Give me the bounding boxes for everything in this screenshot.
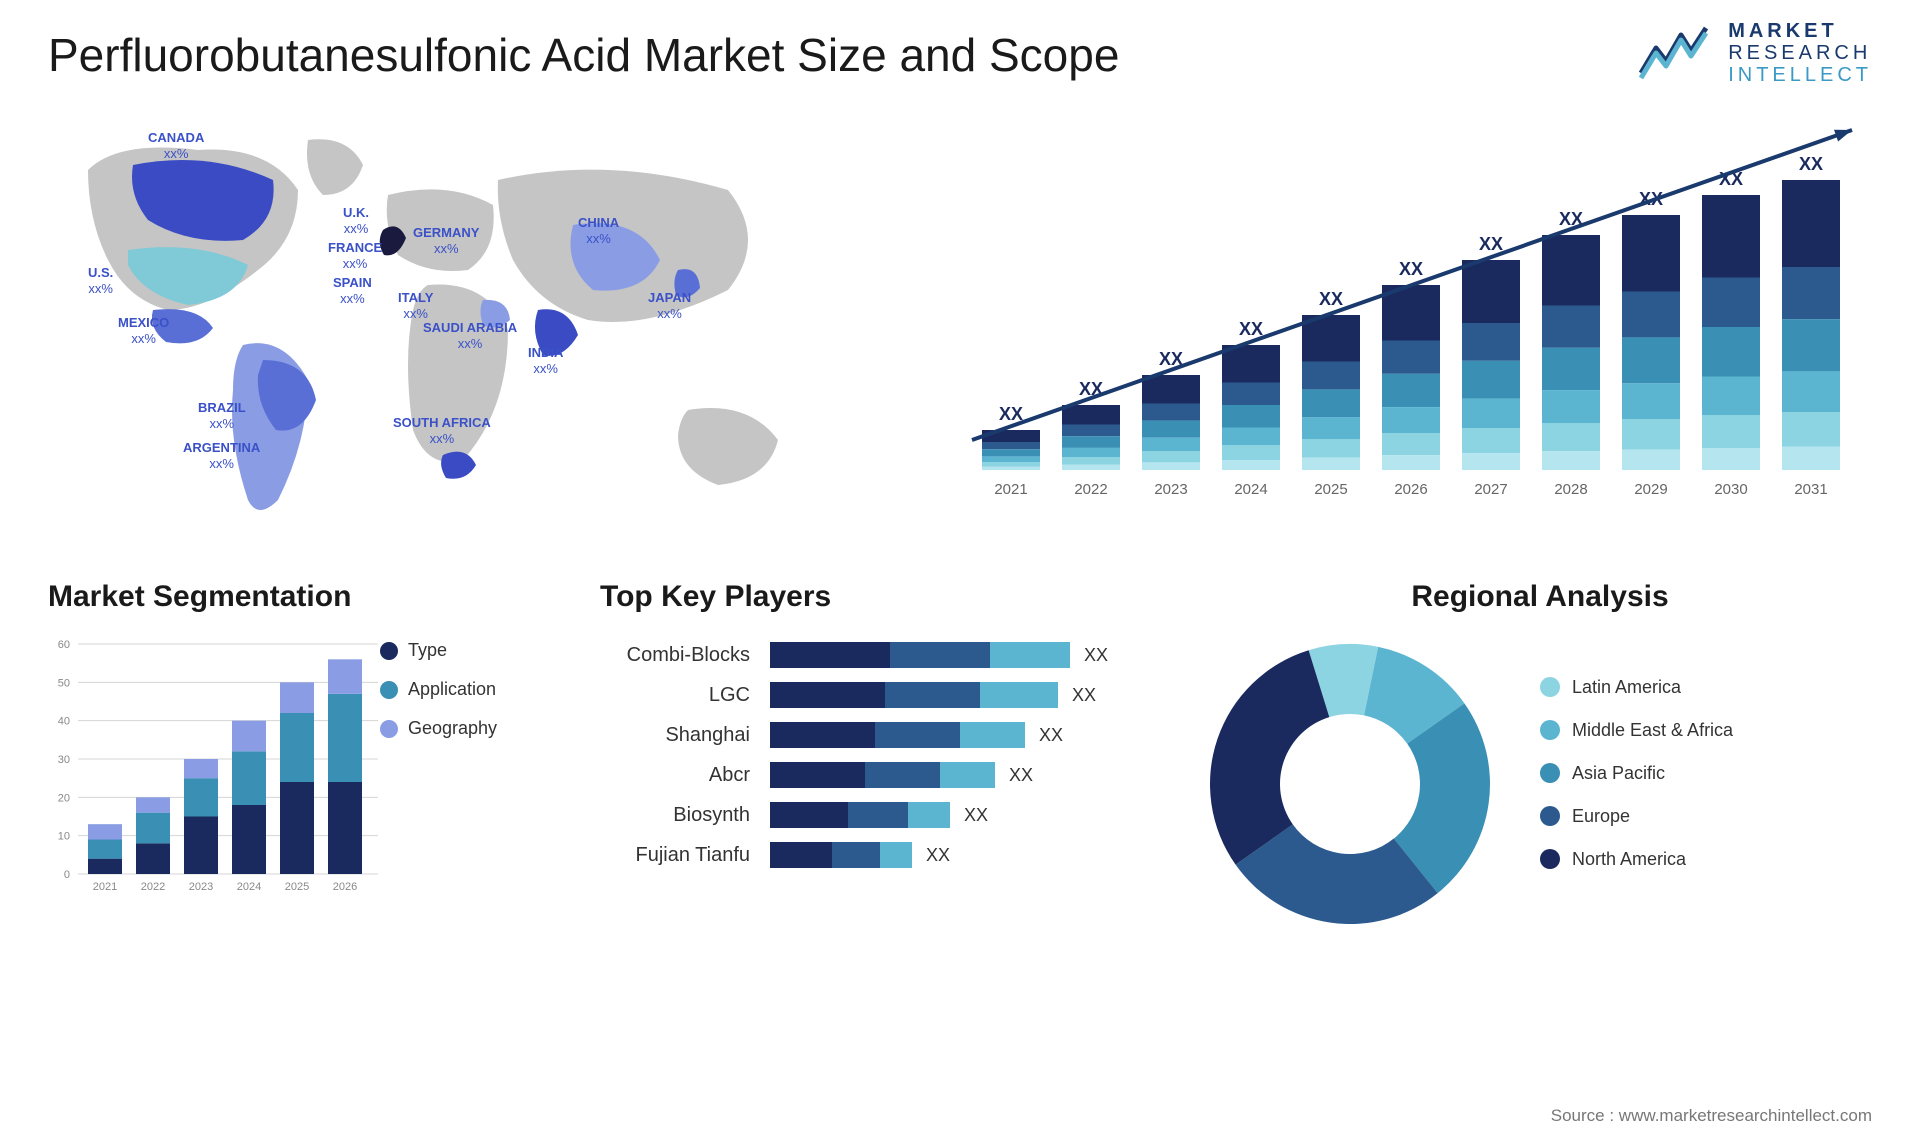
keyplayer-bar xyxy=(770,722,1025,748)
legend-item: North America xyxy=(1540,849,1733,870)
country-label: SAUDI ARABIAxx% xyxy=(423,320,517,351)
growth-bar-chart: XX2021XX2022XX2023XX2024XX2025XX2026XX20… xyxy=(952,120,1872,520)
country-label: INDIAxx% xyxy=(528,345,563,376)
country-label: ITALYxx% xyxy=(398,290,433,321)
svg-text:2021: 2021 xyxy=(994,481,1027,498)
svg-text:2025: 2025 xyxy=(1314,481,1347,498)
svg-text:2024: 2024 xyxy=(237,881,261,893)
country-label: CHINAxx% xyxy=(578,215,619,246)
country-label: ARGENTINAxx% xyxy=(183,440,260,471)
legend-item: Middle East & Africa xyxy=(1540,720,1733,741)
keyplayer-label: Biosynth xyxy=(600,804,770,827)
svg-text:2025: 2025 xyxy=(285,881,309,893)
keyplayer-value: XX xyxy=(1084,645,1108,666)
keyplayer-bar xyxy=(770,682,1058,708)
legend-item: Type xyxy=(380,640,560,661)
svg-text:40: 40 xyxy=(58,716,70,728)
country-label: CANADAxx% xyxy=(148,130,204,161)
svg-text:2023: 2023 xyxy=(189,881,213,893)
keyplayer-row: Abcr XX xyxy=(600,762,1160,788)
country-label: MEXICOxx% xyxy=(118,315,169,346)
country-label: JAPANxx% xyxy=(648,290,691,321)
keyplayer-label: Abcr xyxy=(600,764,770,787)
svg-text:0: 0 xyxy=(64,869,70,881)
legend-item: Asia Pacific xyxy=(1540,763,1733,784)
keyplayer-value: XX xyxy=(1072,685,1096,706)
keyplayer-bar xyxy=(770,762,995,788)
legend-item: Latin America xyxy=(1540,677,1733,698)
keyplayer-bar xyxy=(770,802,950,828)
logo-text-2: RESEARCH xyxy=(1728,42,1872,64)
segmentation-title: Market Segmentation xyxy=(48,580,528,614)
page-title: Perfluorobutanesulfonic Acid Market Size… xyxy=(48,28,1119,82)
svg-text:20: 20 xyxy=(58,792,70,804)
svg-text:2021: 2021 xyxy=(93,881,117,893)
country-label: BRAZILxx% xyxy=(198,400,246,431)
svg-text:2028: 2028 xyxy=(1554,481,1587,498)
svg-text:2026: 2026 xyxy=(333,881,357,893)
svg-text:2026: 2026 xyxy=(1394,481,1427,498)
svg-text:XX: XX xyxy=(999,404,1023,424)
keyplayer-label: Shanghai xyxy=(600,724,770,747)
legend-item: Application xyxy=(380,679,560,700)
regional-legend: Latin America Middle East & Africa Asia Pa… xyxy=(1540,677,1733,892)
keyplayers-section: Top Key Players Combi-BlocksXXLGCXXShang… xyxy=(600,580,1160,882)
keyplayers-title: Top Key Players xyxy=(600,580,1160,614)
keyplayer-row: Fujian Tianfu XX xyxy=(600,842,1160,868)
source-attribution: Source : www.marketresearchintellect.com xyxy=(1551,1106,1872,1126)
svg-text:30: 30 xyxy=(58,754,70,766)
svg-text:2023: 2023 xyxy=(1154,481,1187,498)
svg-text:2022: 2022 xyxy=(141,881,165,893)
svg-text:XX: XX xyxy=(1479,234,1503,254)
svg-text:XX: XX xyxy=(1239,319,1263,339)
segmentation-legend: Type Application Geography xyxy=(380,640,560,757)
keyplayer-label: LGC xyxy=(600,684,770,707)
logo-icon xyxy=(1636,23,1716,83)
keyplayer-value: XX xyxy=(1009,765,1033,786)
svg-text:60: 60 xyxy=(58,639,70,651)
keyplayer-value: XX xyxy=(1039,725,1063,746)
keyplayer-row: Combi-Blocks XX xyxy=(600,642,1160,668)
country-label: SPAINxx% xyxy=(333,275,372,306)
svg-text:2022: 2022 xyxy=(1074,481,1107,498)
logo-text-3: INTELLECT xyxy=(1728,64,1872,86)
legend-item: Geography xyxy=(380,718,560,739)
keyplayer-row: LGC XX xyxy=(600,682,1160,708)
country-label: SOUTH AFRICAxx% xyxy=(393,415,491,446)
svg-text:2031: 2031 xyxy=(1794,481,1827,498)
world-map: CANADAxx% U.S.xx%MEXICOxx% BRAZILxx% ARGENT… xyxy=(48,110,868,530)
regional-section: Regional Analysis Latin America Middle Ea… xyxy=(1200,580,1880,934)
country-label: GERMANYxx% xyxy=(413,225,479,256)
svg-text:2029: 2029 xyxy=(1634,481,1667,498)
svg-text:2030: 2030 xyxy=(1714,481,1747,498)
keyplayer-label: Combi-Blocks xyxy=(600,644,770,667)
keyplayer-bar xyxy=(770,642,1070,668)
keyplayer-label: Fujian Tianfu xyxy=(600,844,770,867)
keyplayer-row: Biosynth XX xyxy=(600,802,1160,828)
svg-text:50: 50 xyxy=(58,677,70,689)
keyplayer-row: Shanghai XX xyxy=(600,722,1160,748)
svg-text:XX: XX xyxy=(1319,289,1343,309)
keyplayer-value: XX xyxy=(964,805,988,826)
regional-title: Regional Analysis xyxy=(1200,580,1880,614)
keyplayer-bar xyxy=(770,842,912,868)
country-label: FRANCExx% xyxy=(328,240,382,271)
logo-text-1: MARKET xyxy=(1728,20,1872,42)
svg-text:2024: 2024 xyxy=(1234,481,1267,498)
regional-donut-chart xyxy=(1200,634,1500,934)
brand-logo: MARKET RESEARCH INTELLECT xyxy=(1636,20,1872,86)
svg-text:XX: XX xyxy=(1399,259,1423,279)
svg-text:10: 10 xyxy=(58,831,70,843)
segmentation-chart: 0 10 20 30 40 50 60 2021 2022 2023 2024 2025 2026 xyxy=(48,634,388,894)
keyplayer-value: XX xyxy=(926,845,950,866)
country-label: U.S.xx% xyxy=(88,265,113,296)
legend-item: Europe xyxy=(1540,806,1733,827)
svg-text:2027: 2027 xyxy=(1474,481,1507,498)
svg-text:XX: XX xyxy=(1799,154,1823,174)
country-label: U.K.xx% xyxy=(343,205,369,236)
